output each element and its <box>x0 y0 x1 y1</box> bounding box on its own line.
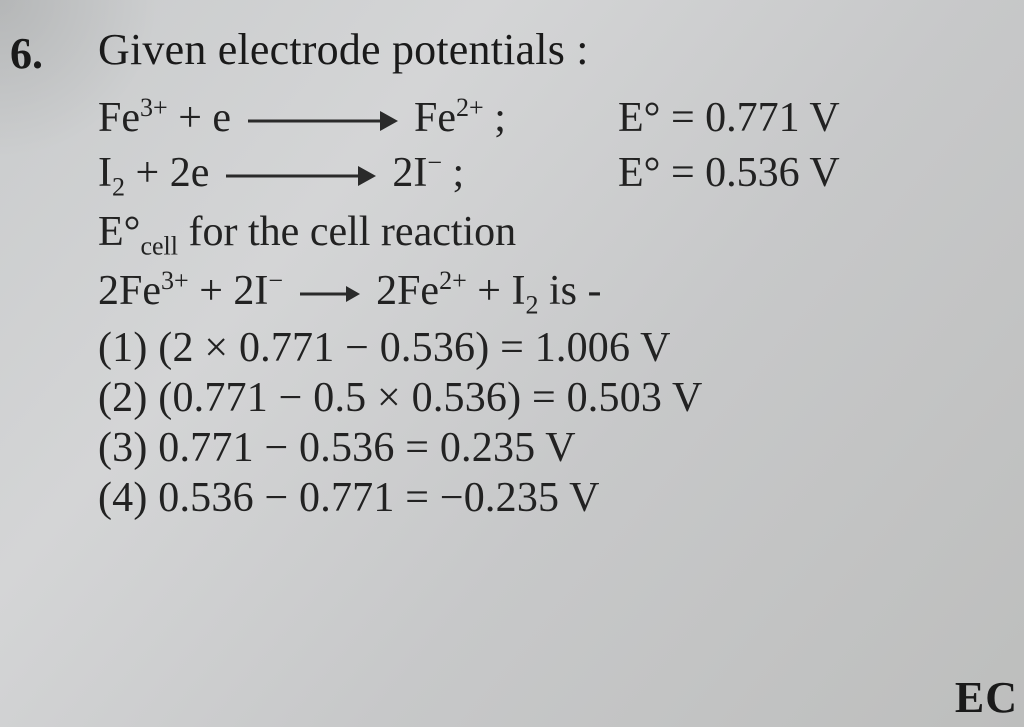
eq1-species-a-charge: 3+ <box>140 93 168 122</box>
eq1-semicolon: ; <box>484 95 506 141</box>
question-prompt: Given electrode potentials : <box>98 24 1014 75</box>
question-content: Given electrode potentials : Fe3+ + e Fe… <box>98 10 1014 522</box>
cr-c-sup: 2+ <box>439 266 467 295</box>
cr-b-sup: − <box>268 266 283 295</box>
cell-reaction-line: 2Fe3+ + 2I− 2Fe2+ + I2 is - <box>98 266 1014 320</box>
cr-a: 2Fe <box>98 268 161 314</box>
cr-a-sup: 3+ <box>161 266 189 295</box>
ecell-sub: cell <box>140 232 178 261</box>
option-4: (4) 0.536 − 0.771 = −0.235 V <box>98 474 1014 522</box>
eq2-species-a: I <box>98 150 112 196</box>
ecell-rest: for the cell reaction <box>178 209 516 255</box>
eq1-species-b: Fe <box>404 95 457 141</box>
equation-1: Fe3+ + e Fe2+ ; E° = 0.771 V <box>98 93 1014 142</box>
cr-d: + I <box>467 268 526 314</box>
eq2-species-b: 2I <box>382 150 428 196</box>
eq2-plus-2e: + 2e <box>125 150 220 196</box>
ecell-symbol: E° <box>98 209 140 255</box>
eq2-species-a-sub: 2 <box>112 172 125 201</box>
equation-1-left: Fe3+ + e Fe2+ ; <box>98 93 578 142</box>
cr-d-sub: 2 <box>525 290 538 319</box>
equation-2-left: I2 + 2e 2I− ; <box>98 148 578 202</box>
arrow-icon <box>300 275 360 313</box>
corner-mark: EC <box>955 672 1018 723</box>
question-block: 6. Given electrode potentials : Fe3+ + e… <box>10 10 1014 524</box>
arrow-icon <box>226 157 376 195</box>
option-3: (3) 0.771 − 0.536 = 0.235 V <box>98 424 1014 472</box>
eq1-species-b-charge: 2+ <box>456 93 484 122</box>
ecell-line: E°cell for the cell reaction <box>98 208 1014 261</box>
cr-e: is - <box>538 268 601 314</box>
equation-2: I2 + 2e 2I− ; E° = 0.536 V <box>98 148 1014 202</box>
equation-2-potential: E° = 0.536 V <box>618 149 840 197</box>
eq1-plus-e: + e <box>168 95 242 141</box>
eq1-species-a: Fe <box>98 95 140 141</box>
option-1: (1) (2 × 0.771 − 0.536) = 1.006 V <box>98 324 1014 372</box>
eq2-semicolon: ; <box>442 150 464 196</box>
question-number: 6. <box>10 28 43 79</box>
cr-b: + 2I <box>189 268 269 314</box>
arrow-icon <box>248 102 398 140</box>
option-2: (2) (0.771 − 0.5 × 0.536) = 0.503 V <box>98 374 1014 422</box>
equation-1-potential: E° = 0.771 V <box>618 94 840 142</box>
eq2-species-b-charge: − <box>427 148 442 177</box>
cr-c: 2Fe <box>366 268 440 314</box>
